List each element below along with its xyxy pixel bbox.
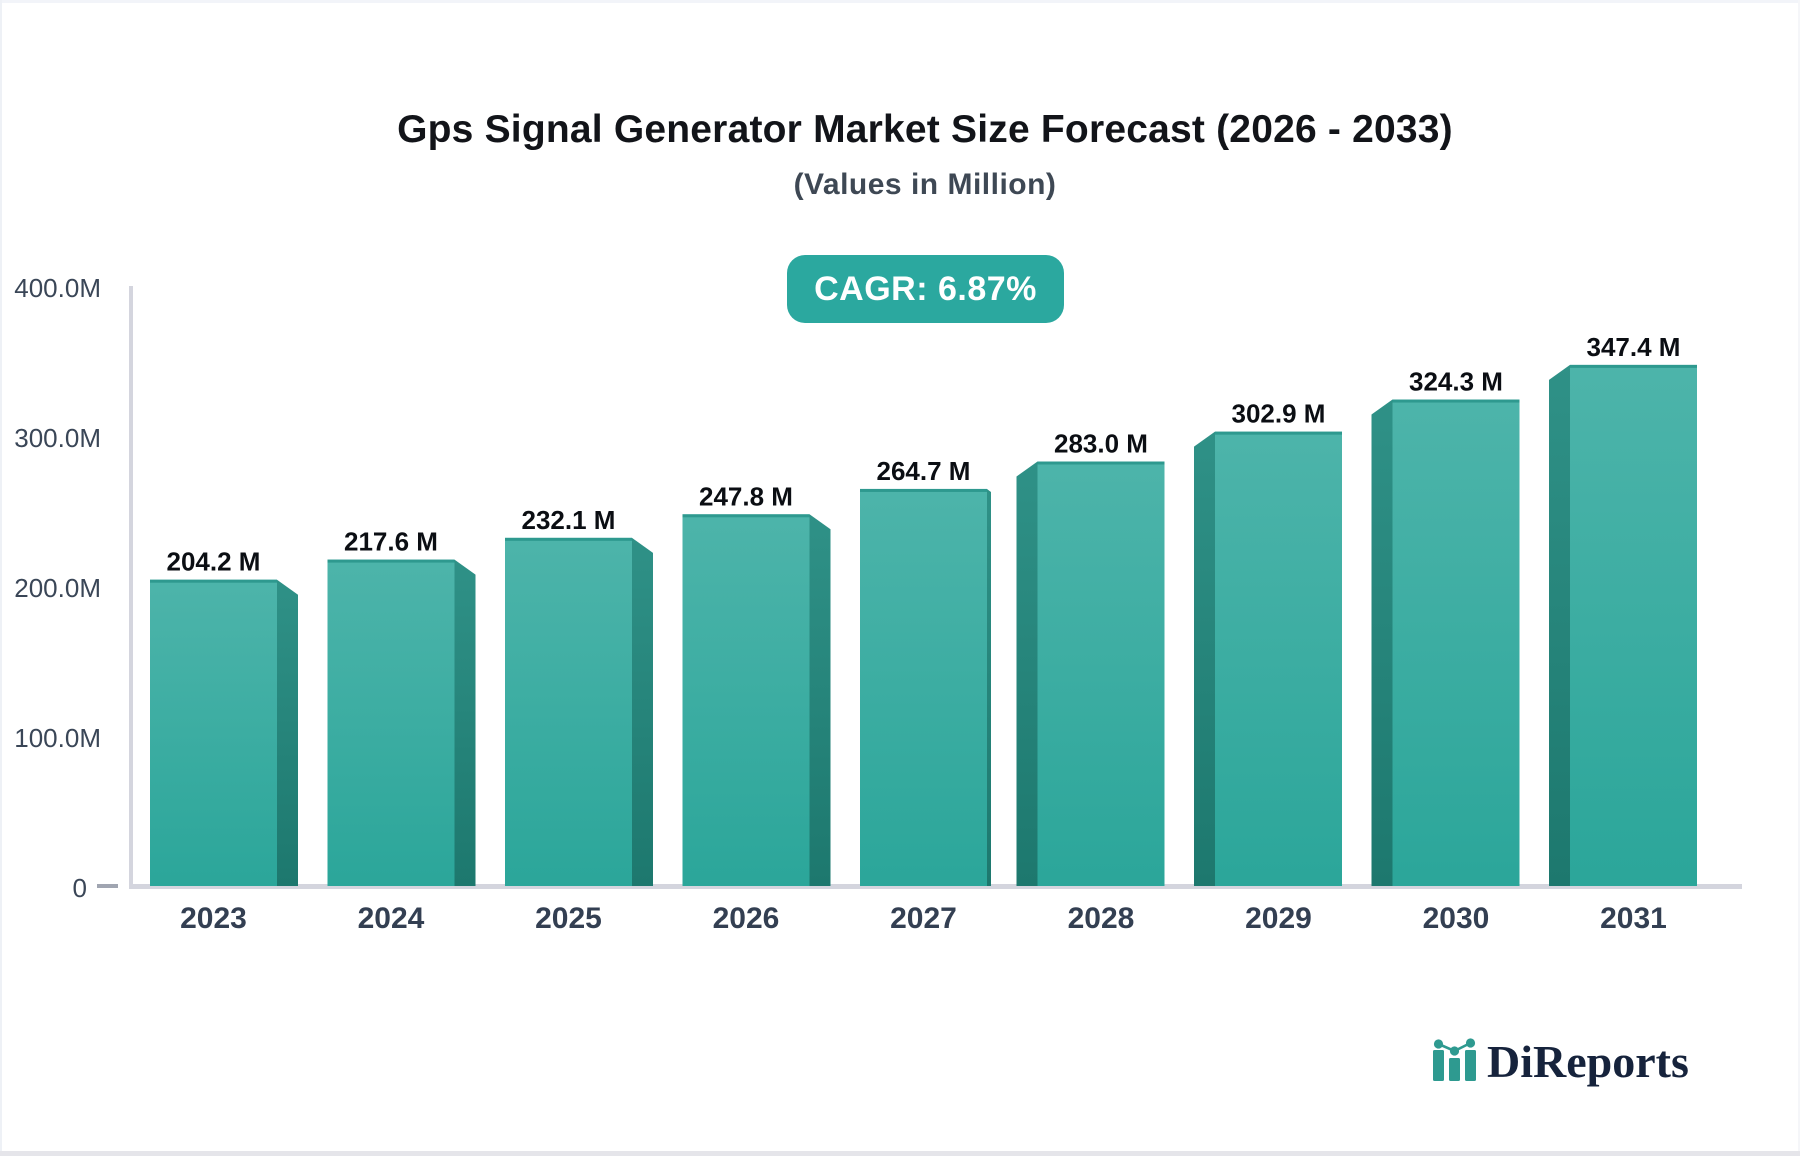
bar-side-2024	[454, 559, 476, 886]
bar-value-label: 247.8 M	[699, 481, 793, 511]
direports-logo: DiReports	[1432, 1036, 1689, 1087]
bar-top-edge	[1392, 399, 1520, 403]
bar-2027	[860, 488, 987, 886]
bar-side-2027	[987, 488, 991, 886]
bar-top-edge	[150, 579, 277, 583]
x-axis-label: 2024	[358, 902, 425, 935]
bar-value-label: 283.0 M	[1054, 429, 1148, 459]
y-axis-label: 400.0M	[14, 273, 101, 303]
x-axis-label: 2031	[1600, 902, 1667, 935]
bar-top-edge	[327, 559, 455, 563]
chart-title: Gps Signal Generator Market Size Forecas…	[397, 108, 1453, 151]
y-axis-label: 100.0M	[14, 723, 101, 753]
bar-value-label: 217.6 M	[344, 527, 438, 557]
bar-side-2028	[1016, 461, 1038, 886]
bar-top-edge	[1570, 364, 1697, 368]
bar-side-2030	[1371, 399, 1393, 886]
bar-2023	[150, 579, 277, 886]
page-right-edge	[1798, 0, 1800, 1156]
bar-2029	[1215, 431, 1342, 886]
bar-top-edge	[1215, 431, 1342, 435]
cagr-badge: CAGR: 6.87%	[787, 255, 1064, 323]
bar-side-2025	[632, 537, 653, 886]
bar-top-edge	[1037, 461, 1165, 465]
bar-2031	[1570, 364, 1697, 886]
bar-top-edge	[860, 488, 987, 492]
direports-logo-text: DiReports	[1487, 1036, 1689, 1087]
bar-value-label: 204.2 M	[167, 547, 261, 577]
bar-top-edge	[682, 514, 810, 518]
page-bottom-edge	[0, 1151, 1800, 1156]
bar-value-label: 232.1 M	[522, 505, 616, 535]
bar-2025	[505, 537, 632, 886]
y-axis-line	[129, 286, 133, 886]
bar-top-edge	[505, 537, 632, 541]
x-axis-label: 2029	[1245, 902, 1312, 935]
x-axis-label: 2023	[180, 902, 247, 935]
y-axis-label: 200.0M	[14, 573, 101, 603]
chart-subtitle: (Values in Million)	[793, 168, 1057, 201]
page-left-edge	[0, 0, 2, 1156]
page-top-edge	[0, 0, 1800, 3]
x-axis-label: 2027	[890, 902, 957, 935]
bar-value-label: 347.4 M	[1587, 332, 1681, 362]
y-axis-label: 0	[73, 873, 87, 903]
x-axis-label: 2025	[535, 902, 602, 935]
x-axis-label: 2028	[1068, 902, 1135, 935]
x-axis-label: 2030	[1423, 902, 1490, 935]
bar-2030	[1392, 399, 1520, 886]
zero-tick-dash	[97, 884, 118, 888]
bar-side-2029	[1194, 431, 1215, 886]
x-axis-line	[129, 884, 1742, 889]
bar-2026	[682, 514, 810, 886]
bar-side-2031	[1549, 364, 1570, 886]
x-axis-label: 2026	[713, 902, 780, 935]
bar-side-2023	[277, 579, 298, 886]
direports-logo-icon	[1433, 1038, 1476, 1081]
bar-2024	[327, 559, 455, 886]
bar-value-label: 264.7 M	[877, 456, 971, 486]
bar-side-2026	[809, 514, 831, 886]
bar-2028	[1037, 461, 1165, 886]
y-axis-label: 300.0M	[14, 423, 101, 453]
bar-value-label: 324.3 M	[1409, 367, 1503, 397]
bar-value-label: 302.9 M	[1232, 399, 1326, 429]
